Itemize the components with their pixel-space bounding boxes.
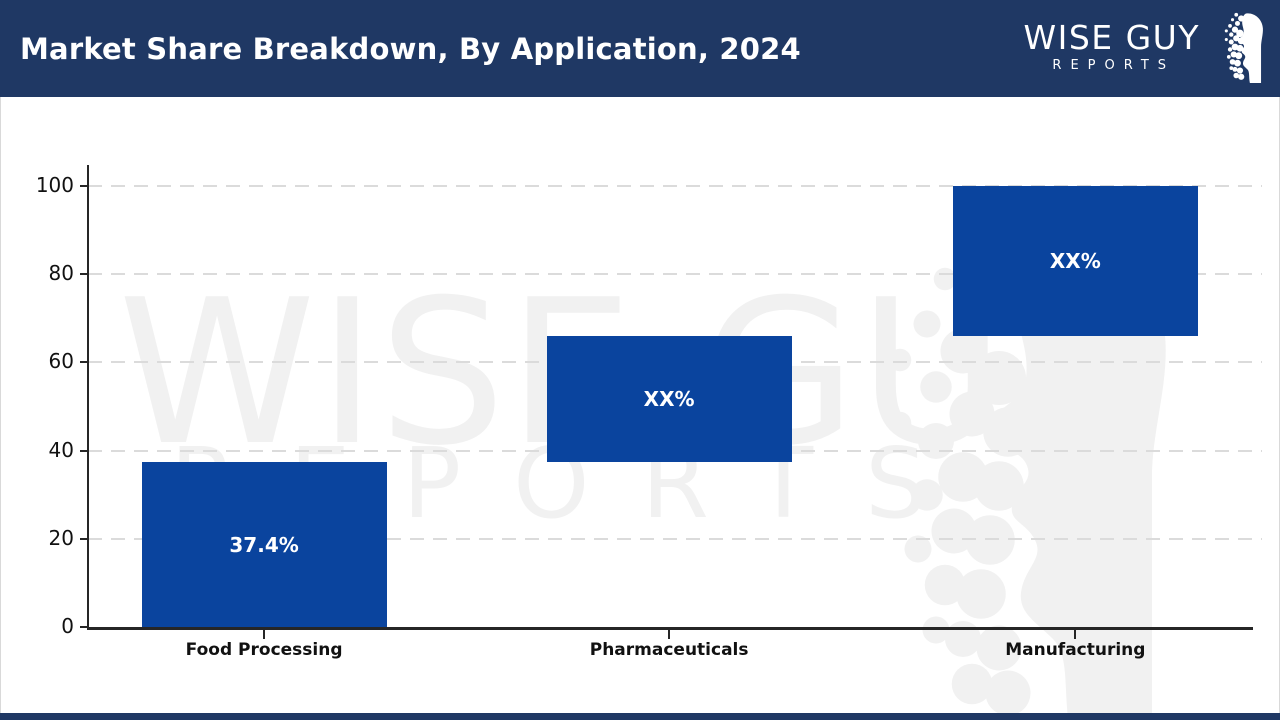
brand-logo: WISE GUY REPORTS — [1023, 6, 1266, 88]
brand-logo-text: WISE GUY REPORTS — [1023, 21, 1200, 73]
y-tick-mark — [80, 273, 88, 276]
y-tick-mark — [80, 449, 88, 452]
x-category-label: Food Processing — [185, 640, 343, 660]
logo-sub-text: REPORTS — [1052, 57, 1176, 73]
y-tick-mark — [80, 537, 88, 540]
y-tick-label: 100 — [35, 173, 74, 197]
footer-band — [0, 713, 1280, 720]
bar-value-label: XX% — [643, 387, 695, 411]
x-axis-spine — [87, 627, 1253, 630]
chart-title: Market Share Breakdown, By Application, … — [20, 31, 801, 66]
x-tick-mark — [263, 630, 266, 639]
y-tick-label: 40 — [48, 437, 74, 462]
bar: 37.4% — [141, 462, 387, 627]
x-category-label: Manufacturing — [1005, 640, 1146, 660]
x-tick-mark — [1074, 630, 1077, 639]
y-axis-spine — [87, 165, 89, 629]
x-tick-mark — [668, 630, 671, 639]
y-tick-label: 60 — [48, 349, 74, 374]
y-tick-mark — [80, 185, 88, 187]
y-tick-label: 20 — [48, 525, 74, 550]
x-category-label: Pharmaceuticals — [589, 640, 749, 660]
header-band: Market Share Breakdown, By Application, … — [0, 0, 1280, 97]
bar: XX% — [546, 335, 792, 463]
bar: XX% — [952, 186, 1198, 336]
y-tick-label: 0 — [61, 614, 74, 638]
logo-brand-text: WISE GUY — [1023, 18, 1200, 58]
y-tick-mark — [80, 626, 88, 628]
gridline — [88, 273, 1262, 276]
bar-value-label: 37.4% — [229, 532, 299, 557]
gridline — [88, 185, 1262, 187]
bar-value-label: XX% — [1049, 248, 1101, 273]
gridline — [88, 537, 1262, 540]
y-tick-label: 80 — [48, 261, 74, 286]
y-tick-mark — [80, 361, 88, 364]
face-logo-icon — [1224, 12, 1263, 83]
